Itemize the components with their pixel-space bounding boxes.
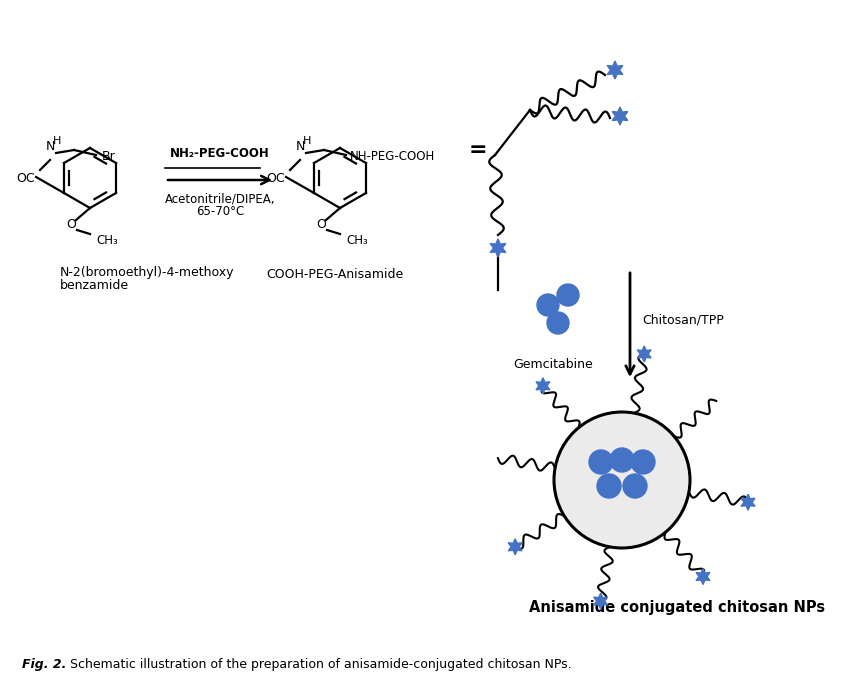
Circle shape	[623, 474, 647, 498]
Text: O: O	[66, 218, 76, 231]
Text: Acetonitrile/DIPEA,: Acetonitrile/DIPEA,	[165, 192, 275, 205]
Polygon shape	[637, 346, 651, 362]
Text: 65-70°C: 65-70°C	[196, 205, 244, 218]
Circle shape	[610, 448, 634, 472]
Polygon shape	[612, 107, 628, 125]
Text: =: =	[469, 140, 487, 160]
Polygon shape	[490, 239, 506, 257]
Circle shape	[557, 284, 579, 306]
Text: Br: Br	[102, 150, 115, 163]
Text: Gemcitabine: Gemcitabine	[513, 358, 593, 371]
Text: N: N	[295, 140, 305, 153]
Polygon shape	[741, 495, 755, 510]
Circle shape	[631, 450, 655, 474]
Text: NH-PEG-COOH: NH-PEG-COOH	[350, 150, 435, 163]
Text: CH₃: CH₃	[346, 233, 368, 246]
Text: OC: OC	[16, 172, 36, 185]
Polygon shape	[509, 539, 522, 555]
Polygon shape	[536, 378, 549, 394]
Text: CH₃: CH₃	[96, 233, 118, 246]
Circle shape	[597, 474, 621, 498]
Circle shape	[589, 450, 613, 474]
Circle shape	[537, 294, 559, 316]
Text: Chitosan/TPP: Chitosan/TPP	[642, 313, 724, 326]
Polygon shape	[696, 568, 710, 585]
Text: NH₂-PEG-COOH: NH₂-PEG-COOH	[170, 147, 270, 160]
Text: benzamide: benzamide	[60, 279, 129, 292]
Text: O: O	[316, 218, 326, 231]
Text: COOH-PEG-Anisamide: COOH-PEG-Anisamide	[266, 268, 404, 281]
Circle shape	[547, 312, 569, 334]
Text: N-2(bromoethyl)-4-methoxy: N-2(bromoethyl)-4-methoxy	[60, 266, 234, 279]
Text: Anisamide conjugated chitosan NPs: Anisamide conjugated chitosan NPs	[529, 600, 825, 615]
Text: N: N	[45, 140, 55, 153]
Text: OC: OC	[266, 172, 286, 185]
Circle shape	[554, 412, 690, 548]
Polygon shape	[594, 593, 608, 609]
Text: H: H	[53, 136, 62, 146]
Polygon shape	[608, 61, 623, 79]
Text: Schematic illustration of the preparation of anisamide-conjugated chitosan NPs.: Schematic illustration of the preparatio…	[62, 658, 572, 671]
Text: Fig. 2.: Fig. 2.	[22, 658, 66, 671]
Text: H: H	[303, 136, 312, 146]
